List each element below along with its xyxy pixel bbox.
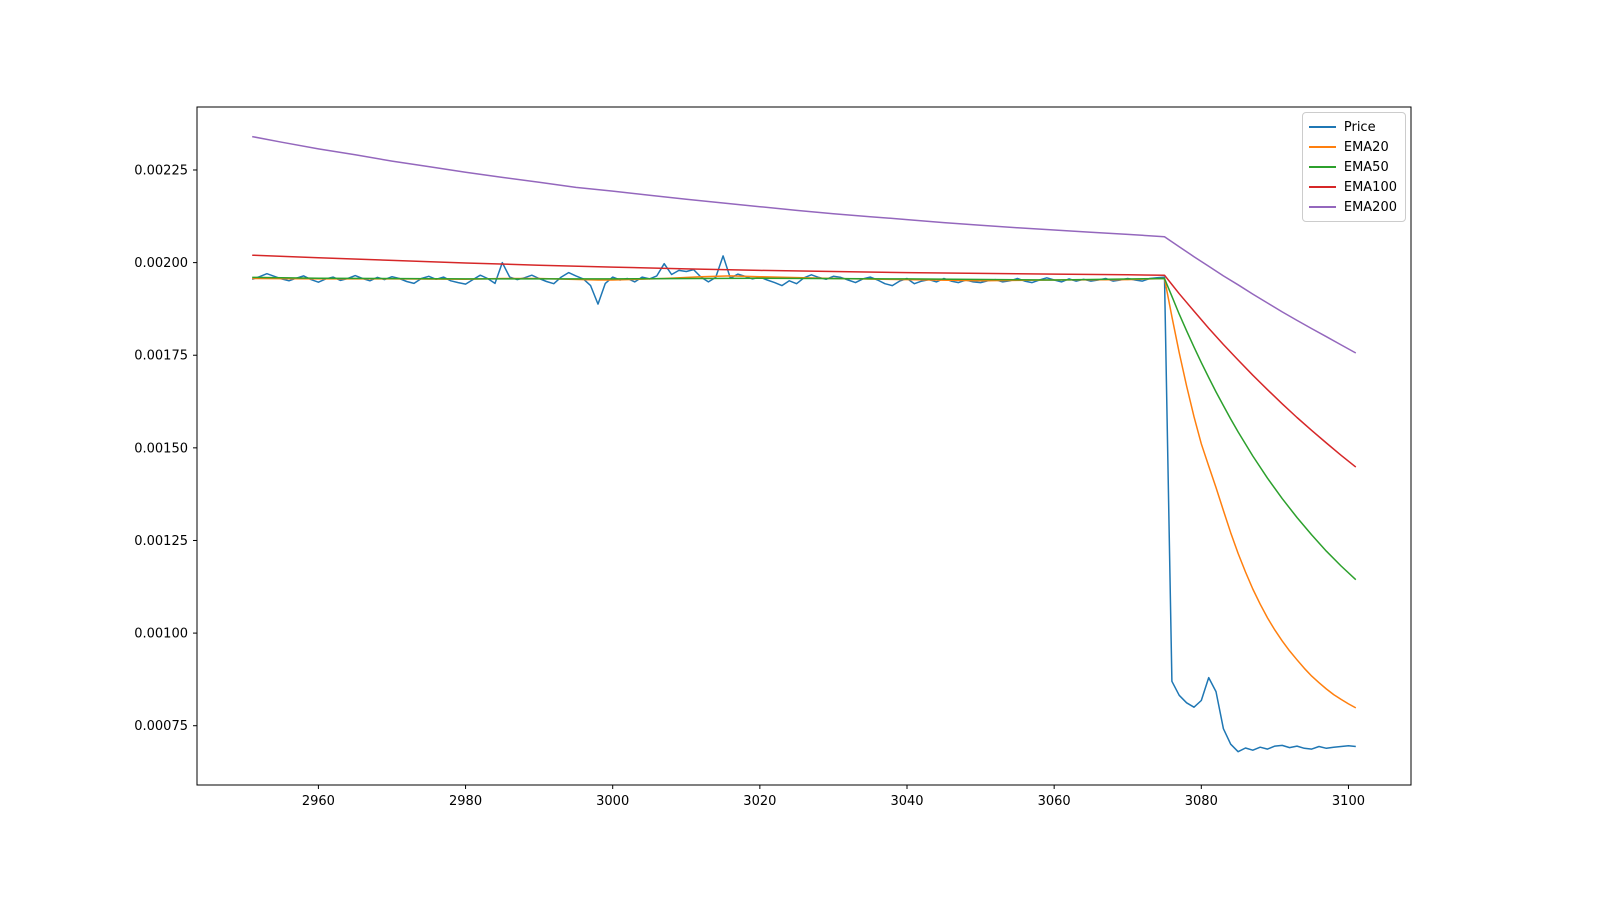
x-tick-label: 3020 xyxy=(743,794,776,809)
x-tick-label: 3060 xyxy=(1038,794,1071,809)
series-line-price xyxy=(251,255,1356,753)
legend-line-swatch xyxy=(1308,126,1336,128)
x-tick-label: 3100 xyxy=(1332,794,1365,809)
series-line-ema50 xyxy=(252,276,1357,581)
x-tick-label: 3040 xyxy=(890,794,923,809)
legend-item-ema20: EMA20 xyxy=(1308,137,1397,157)
series-line-ema100 xyxy=(252,254,1357,468)
legend-line-swatch xyxy=(1308,206,1336,208)
y-tick-label: 0.00100 xyxy=(134,627,188,642)
y-tick-label: 0.00225 xyxy=(134,163,188,178)
y-tick-label: 0.00125 xyxy=(134,534,188,549)
legend-item-price: Price xyxy=(1308,117,1397,137)
x-tick-label: 3080 xyxy=(1185,794,1218,809)
legend-label: EMA20 xyxy=(1343,139,1389,155)
y-tick-label: 0.00175 xyxy=(134,349,188,364)
chart-legend: Price EMA20 EMA50 EMA100 EMA200 xyxy=(1301,112,1406,222)
legend-label: EMA50 xyxy=(1343,159,1389,175)
x-tick-label: 3000 xyxy=(596,794,629,809)
y-tick-label: 0.00150 xyxy=(134,441,188,456)
series-line-ema20 xyxy=(252,275,1357,709)
x-tick-label: 2980 xyxy=(449,794,482,809)
y-tick-label: 0.00075 xyxy=(134,719,188,734)
legend-label: EMA200 xyxy=(1343,199,1397,215)
y-tick-label: 0.00200 xyxy=(134,256,188,271)
legend-line-swatch xyxy=(1308,186,1336,188)
legend-line-swatch xyxy=(1308,166,1336,168)
series-line-ema200 xyxy=(252,135,1357,354)
series-group xyxy=(251,135,1357,753)
legend-line-swatch xyxy=(1308,146,1336,148)
legend-item-ema100: EMA100 xyxy=(1308,177,1397,197)
legend-label: Price xyxy=(1343,119,1376,135)
x-tick-label: 2960 xyxy=(302,794,335,809)
legend-item-ema50: EMA50 xyxy=(1308,157,1397,177)
legend-label: EMA100 xyxy=(1343,179,1397,195)
legend-item-ema200: EMA200 xyxy=(1308,197,1397,217)
plot-frame xyxy=(196,106,1412,786)
